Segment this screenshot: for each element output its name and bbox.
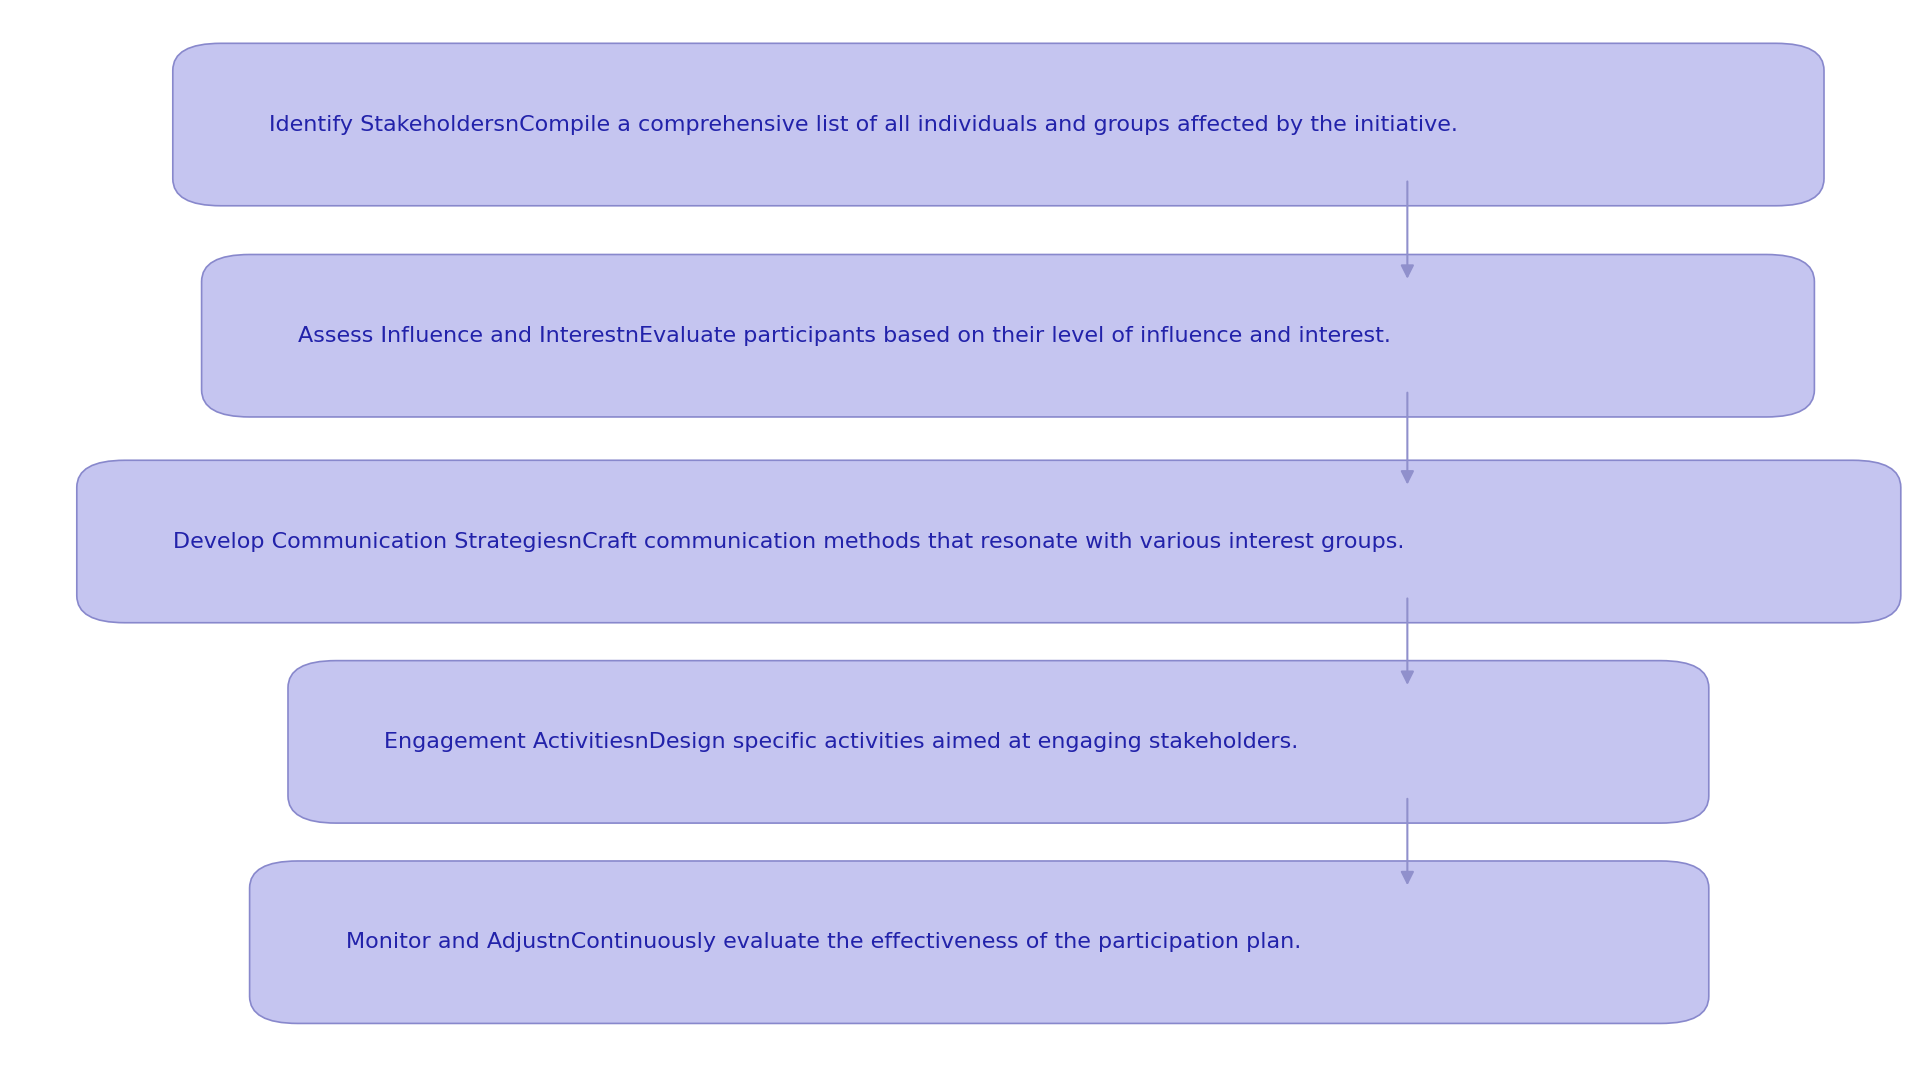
FancyBboxPatch shape <box>202 255 1814 417</box>
FancyBboxPatch shape <box>250 861 1709 1023</box>
Text: Monitor and AdjustnContinuously evaluate the effectiveness of the participation : Monitor and AdjustnContinuously evaluate… <box>346 932 1302 952</box>
Text: Develop Communication StrategiesnCraft communication methods that resonate with : Develop Communication StrategiesnCraft c… <box>173 532 1404 551</box>
Text: Assess Influence and InterestnEvaluate participants based on their level of infl: Assess Influence and InterestnEvaluate p… <box>298 326 1390 345</box>
Text: Identify StakeholdersnCompile a comprehensive list of all individuals and groups: Identify StakeholdersnCompile a comprehe… <box>269 115 1457 134</box>
FancyBboxPatch shape <box>173 43 1824 206</box>
Text: Engagement ActivitiesnDesign specific activities aimed at engaging stakeholders.: Engagement ActivitiesnDesign specific ac… <box>384 732 1298 752</box>
FancyBboxPatch shape <box>77 460 1901 623</box>
FancyBboxPatch shape <box>288 661 1709 823</box>
